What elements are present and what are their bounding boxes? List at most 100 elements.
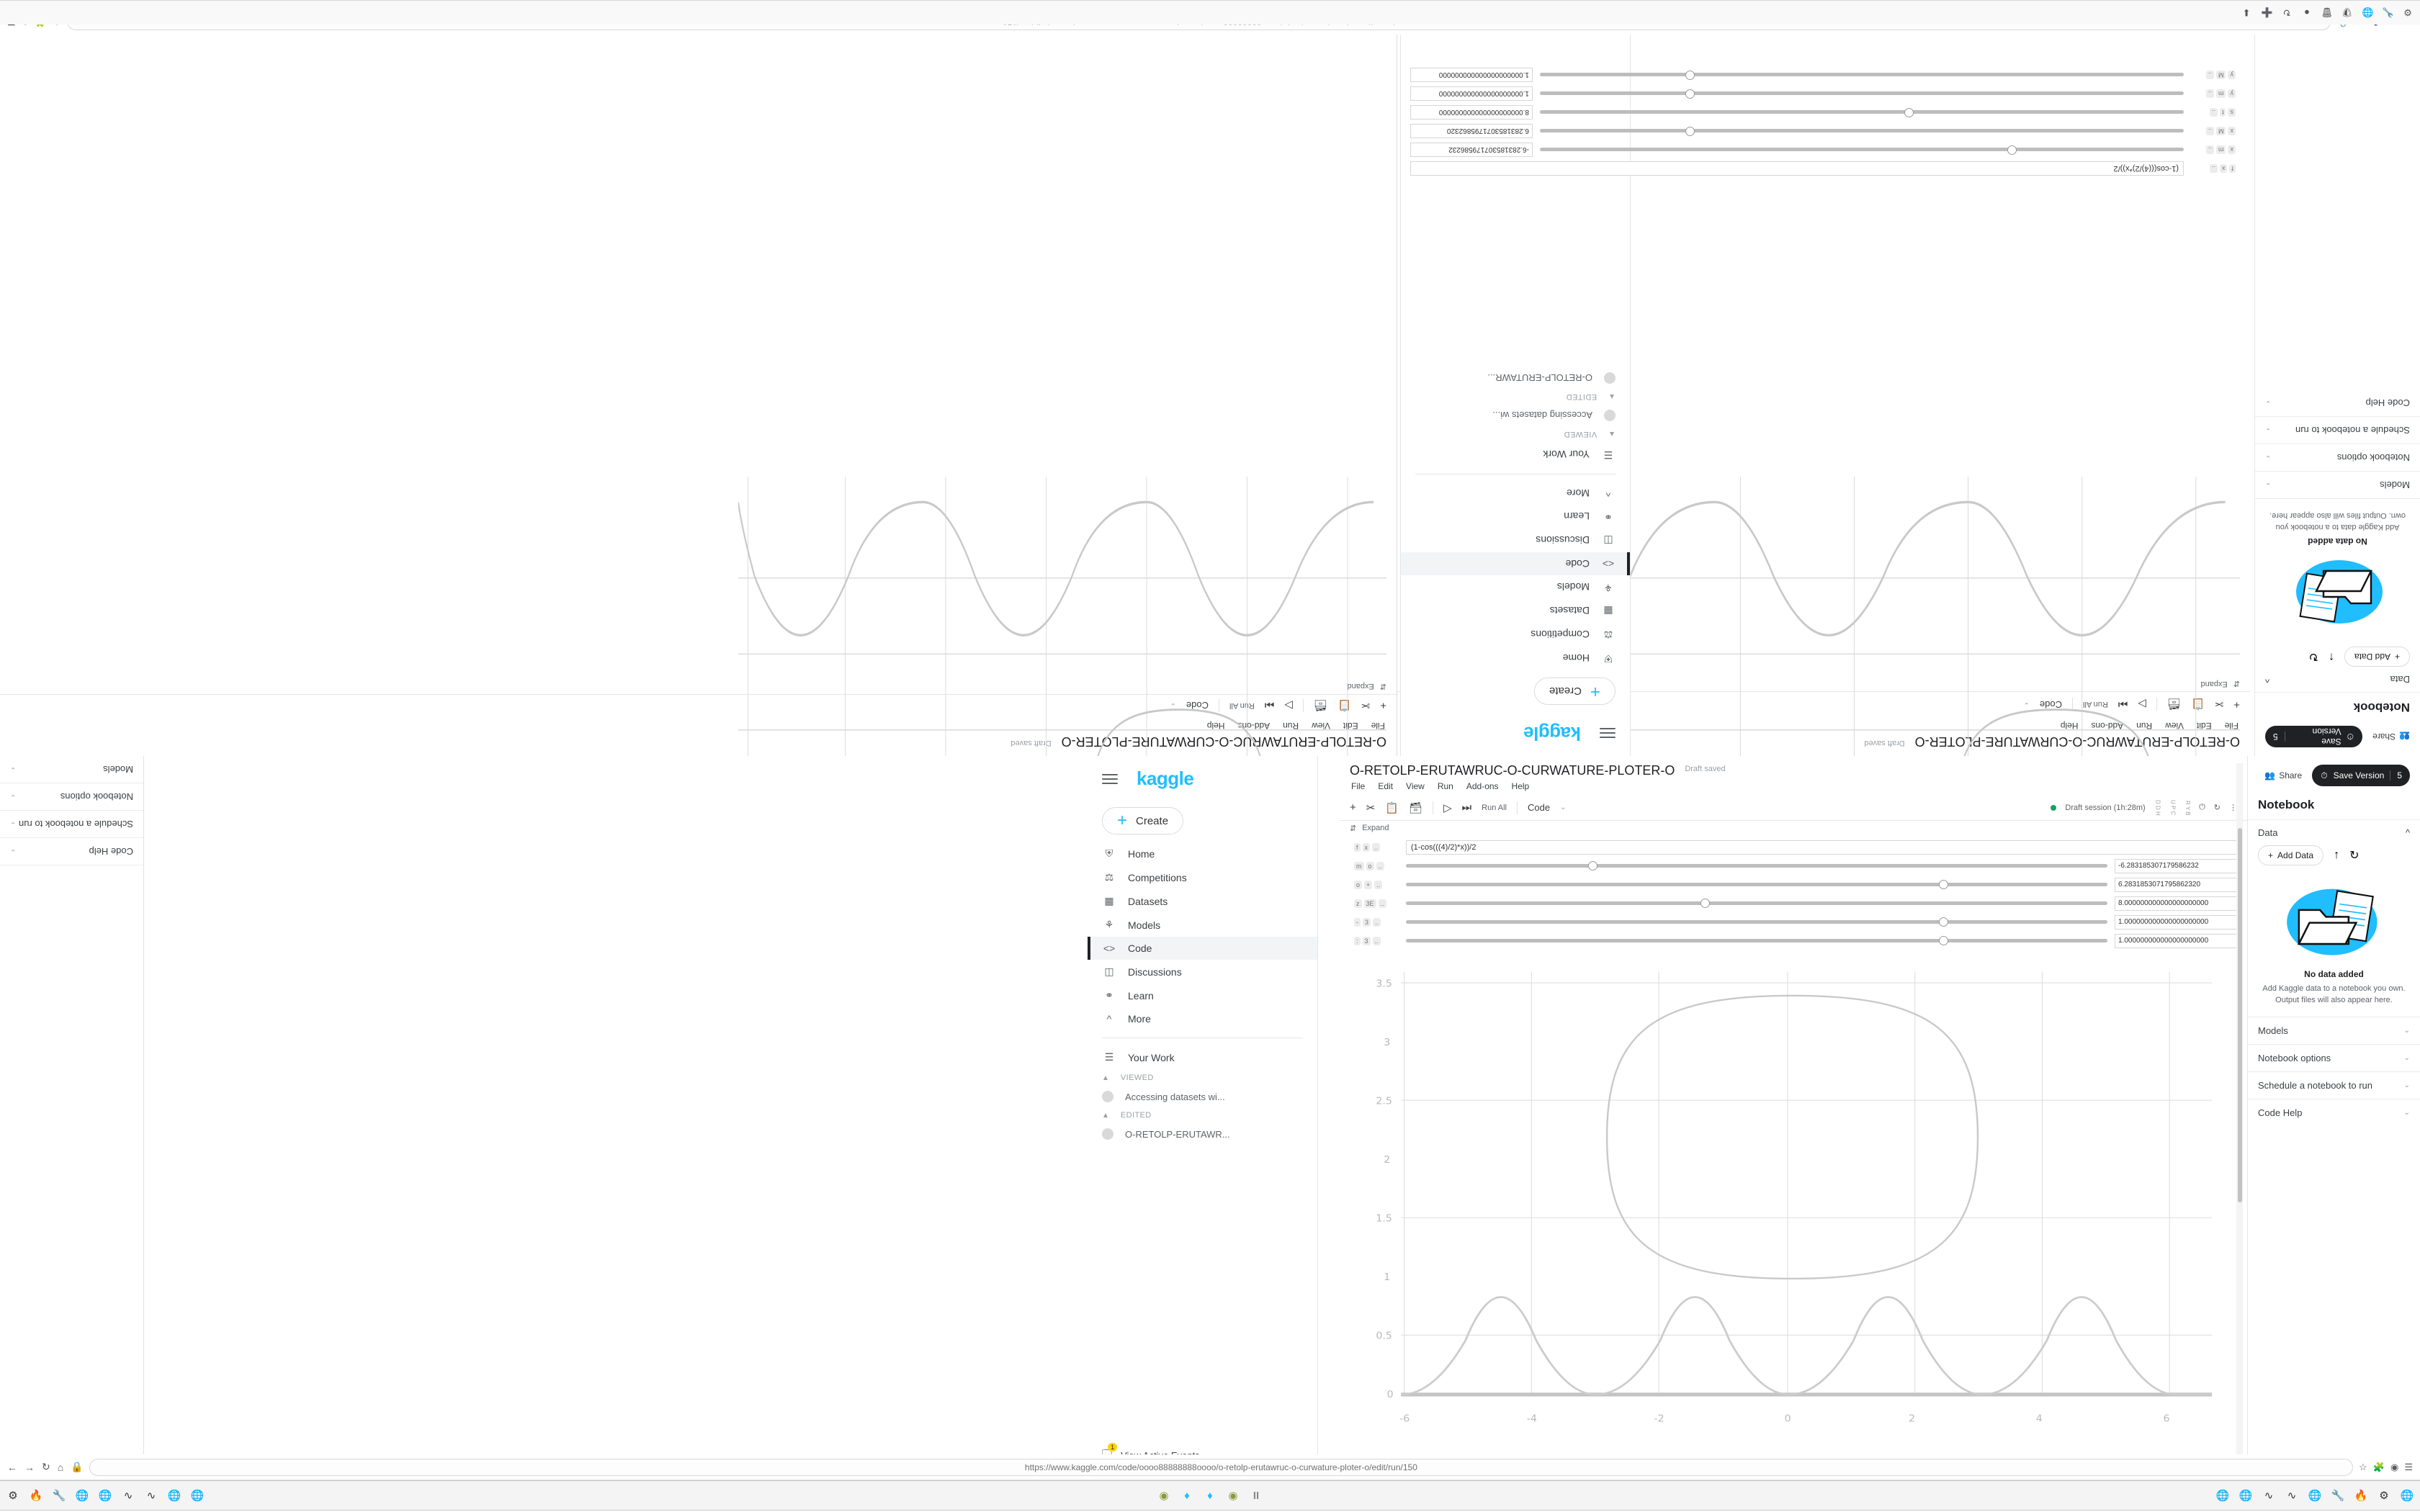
chevron-up-icon[interactable]: ^ (2265, 674, 2270, 685)
bookmark-star-icon[interactable]: ☆ (2359, 1461, 2367, 1472)
page-title[interactable]: O-RETOLP-ERUTAWRUC-O-CURWATURE-PLOTER-O (1350, 763, 1675, 778)
xmin-slider[interactable] (1540, 145, 2184, 155)
globe-icon[interactable]: 🌐 (2308, 1489, 2322, 1502)
xmax-slider[interactable] (1406, 879, 2107, 890)
add-cell-button[interactable]: + (1350, 801, 1356, 814)
curve-icon[interactable]: ∿ (146, 1489, 156, 1502)
panel-row-models[interactable]: Models ⌄ (0, 756, 143, 783)
trash-icon[interactable]: 🗑 (2321, 7, 2334, 19)
sidebar-item-your-work[interactable]: ☰ Your Work (1401, 443, 1630, 467)
formula-input[interactable]: (1-cos(((4)/2)*x))/2 (1410, 161, 2184, 176)
address-bar[interactable]: https://www.kaggle.com/code/oooo88888888… (89, 1458, 2354, 1476)
run-all-label[interactable]: Run All (1482, 803, 1507, 812)
back-arrow-icon[interactable]: ← (7, 1461, 17, 1473)
copy-icon[interactable]: 📋 (1385, 801, 1399, 814)
kebab-icon[interactable]: ⋮ (2229, 804, 2237, 813)
reload-icon[interactable]: ↻ (42, 1461, 50, 1472)
add-data-button[interactable]: + Add Data (2344, 647, 2410, 667)
menu-icon[interactable] (1600, 728, 1615, 739)
sidebar-item-competitions[interactable]: ⚖ Competitions (1401, 623, 1630, 647)
diamond-blue-icon[interactable]: ♦ (1207, 1489, 1213, 1502)
menu-run[interactable]: Run (1437, 781, 1453, 791)
globe-icon[interactable]: 🌐 (2361, 7, 2374, 19)
sidebar-item-models[interactable]: ⚘ Models (1088, 913, 1317, 937)
sidebar-item-more[interactable]: ^ More (1088, 1007, 1317, 1030)
panel-row-code-help[interactable]: Code Help ⌄ (2248, 1098, 2420, 1126)
share-button[interactable]: 👥 Share (2264, 770, 2303, 780)
chevron-up-icon[interactable]: ^ (2405, 827, 2410, 838)
steps-value[interactable]: 8.000000000000000000000 (2115, 896, 2237, 911)
play-icon[interactable]: ▷ (1443, 801, 1452, 814)
globe-icon[interactable]: 🌐 (167, 1489, 182, 1502)
upload-icon[interactable]: ↑ (2328, 651, 2334, 663)
upload-icon[interactable]: ↑ (2334, 849, 2340, 861)
save-version-button[interactable]: ⏱ Save Version 5 (2265, 726, 2363, 747)
sidebar-item-code[interactable]: <> Code (1088, 937, 1317, 960)
sidebar-item-datasets[interactable]: ▦ Datasets (1088, 889, 1317, 913)
save-version-button[interactable]: ⏱ Save Version 5 (2312, 765, 2410, 786)
share-button[interactable]: 👥 Share (2372, 732, 2410, 742)
steps-slider[interactable] (1540, 107, 2184, 117)
forward-arrow-icon[interactable]: → (24, 1461, 35, 1473)
ymax-value[interactable]: 1.000000000000000000000 (2115, 933, 2237, 948)
kaggle-logo[interactable]: kaggle (1137, 768, 1194, 789)
sidebar-item-home[interactable]: ⛨ Home (1088, 842, 1317, 865)
power-icon[interactable]: ⏻ (2199, 803, 2205, 812)
extensions-puzzle-icon[interactable]: 🧩 (2372, 1461, 2385, 1472)
ymin-slider[interactable] (1406, 917, 2107, 927)
chevron-up-icon[interactable]: ▲ (1102, 1111, 1109, 1120)
sidebar-item-discussions[interactable]: ◫ Discussions (1401, 528, 1630, 552)
globe-icon[interactable]: 🌐 (2238, 1489, 2253, 1502)
disc-green-icon[interactable]: ◉ (1228, 1489, 1238, 1502)
curve-icon[interactable]: ∿ (2264, 1489, 2274, 1502)
menu-icon[interactable] (1102, 773, 1118, 784)
panel-row-code-help[interactable]: Code Help ⌄ (0, 838, 143, 865)
plus-circle-icon[interactable]: ➕ (2260, 7, 2273, 19)
xmin-slider[interactable] (1406, 860, 2107, 871)
panel-row-schedule[interactable]: Schedule a notebook to run ⌄ (2248, 1071, 2420, 1099)
sidebar-item-datasets[interactable]: ▦ Datasets (1401, 599, 1630, 623)
sidebar-item-learn[interactable]: ⚭ Learn (1401, 505, 1630, 528)
menu-icon[interactable]: ☰ (2404, 1461, 2413, 1472)
account-icon[interactable]: ◉ (2390, 1461, 2399, 1472)
sync-icon[interactable]: ↻ (2282, 7, 2291, 19)
globe-icon[interactable]: 🌐 (2215, 1489, 2230, 1502)
chevron-up-icon[interactable]: ▲ (1608, 392, 1615, 401)
wrench-icon[interactable]: 🔧 (2381, 7, 2394, 19)
data-section-header[interactable]: Data ^ (2258, 827, 2410, 838)
ymin-value[interactable]: 1.000000000000000000000 (2115, 914, 2237, 930)
disc-green-icon[interactable]: ◉ (1159, 1489, 1169, 1502)
sidebar-item-code[interactable]: <> Code (1401, 552, 1630, 575)
sidebar-recent-viewed[interactable]: Accessing datasets wi... (1401, 405, 1630, 426)
menu-addons[interactable]: Add-ons (1466, 781, 1499, 791)
scissors-icon[interactable]: ✂ (1366, 801, 1376, 814)
curve-icon[interactable]: ∿ (2287, 1489, 2297, 1502)
panel-row-notebook-options[interactable]: Notebook options ⌄ (0, 783, 143, 811)
globe-icon[interactable]: 🌐 (190, 1489, 205, 1502)
gear-icon[interactable]: ⚙ (2403, 7, 2412, 19)
steps-slider[interactable] (1406, 898, 2107, 909)
record-icon[interactable]: ● (2304, 7, 2310, 18)
curve-icon[interactable]: ∿ (123, 1489, 133, 1502)
sidebar-recent-edited[interactable]: O-RETOLP-ERUTAWR... (1088, 1124, 1317, 1144)
data-section-header[interactable]: Data ^ (2265, 674, 2410, 685)
create-button[interactable]: + Create (1102, 807, 1184, 834)
chevron-up-icon[interactable]: ▲ (1608, 430, 1615, 438)
cell-type-select[interactable]: Code (1528, 802, 1551, 814)
xmax-slider[interactable] (1540, 126, 2184, 136)
paste-icon[interactable]: 🗃 (1409, 801, 1423, 814)
wrench-icon[interactable]: 🔧 (2331, 1489, 2345, 1502)
panel-row-models[interactable]: Models ⌄ (2248, 1016, 2420, 1044)
globe-icon[interactable]: 🌐 (75, 1489, 89, 1502)
sidebar-item-competitions[interactable]: ⚖ Competitions (1088, 865, 1317, 889)
xmin-value[interactable]: -6.283185307179586232 (1410, 143, 1533, 157)
panel-row-notebook-options[interactable]: Notebook options ⌄ (2255, 444, 2420, 472)
panel-row-schedule[interactable]: Schedule a notebook to run ⌄ (0, 811, 143, 838)
xmax-value[interactable]: 6.2831853071795862320 (1410, 124, 1533, 138)
ymin-value[interactable]: 1.000000000000000000000 (1410, 86, 1533, 101)
menu-help[interactable]: Help (1511, 781, 1530, 791)
sidebar-recent-viewed[interactable]: Accessing datasets wi... (1088, 1086, 1317, 1107)
sidebar-item-your-work[interactable]: ☰ Your Work (1088, 1045, 1317, 1069)
globe-icon[interactable]: 🌐 (2400, 1489, 2414, 1502)
expand-row[interactable]: ⇵ Expand (1350, 824, 1389, 833)
